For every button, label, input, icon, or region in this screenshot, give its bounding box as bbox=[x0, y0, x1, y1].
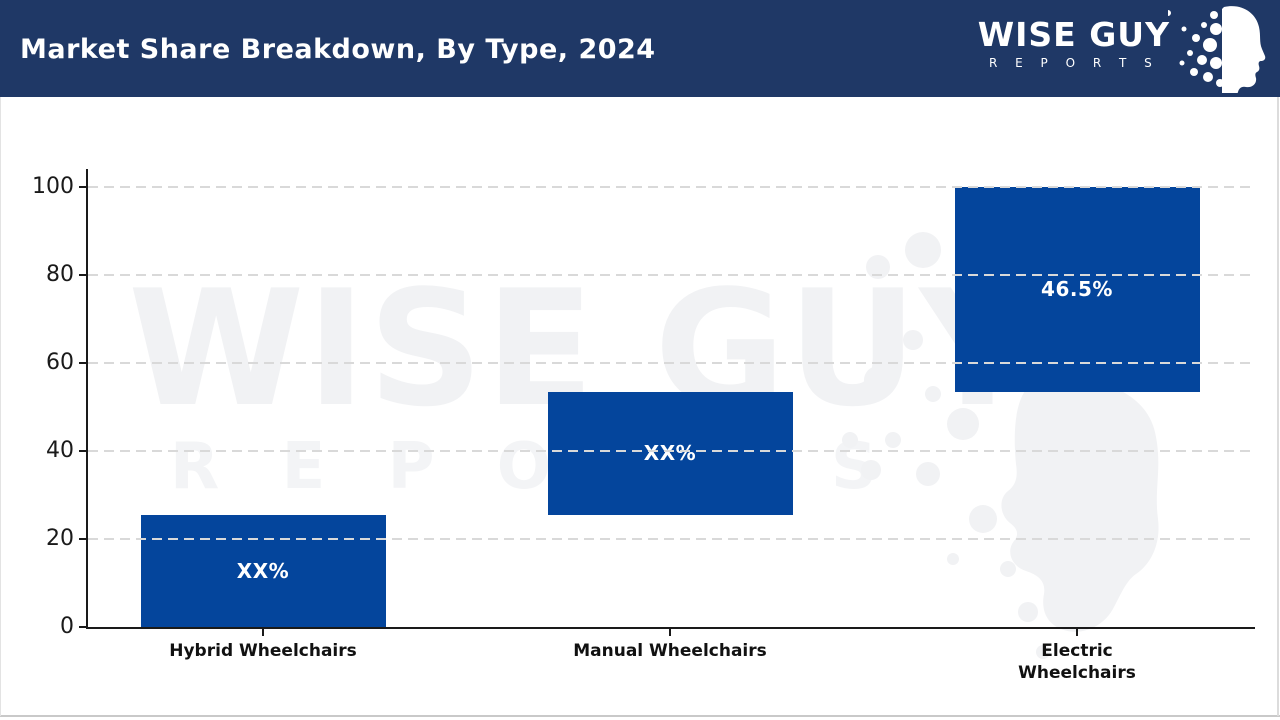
gridline-40 bbox=[88, 450, 1255, 452]
bar-hybrid-wheelchairs: XX% bbox=[140, 514, 386, 627]
bar-value-label-manual-wheelchairs: XX% bbox=[643, 441, 697, 466]
y-tick-mark-80 bbox=[79, 274, 86, 276]
gridline-20 bbox=[88, 538, 1255, 540]
page-right-border bbox=[1277, 97, 1279, 716]
y-tick-mark-40 bbox=[79, 450, 86, 452]
y-tick-label-80: 80 bbox=[46, 262, 74, 287]
y-tick-mark-60 bbox=[79, 362, 86, 364]
gridline-100 bbox=[88, 186, 1255, 188]
y-tick-mark-0 bbox=[79, 626, 86, 628]
page-left-border bbox=[0, 97, 1, 716]
chart-title: Market Share Breakdown, By Type, 2024 bbox=[20, 34, 656, 65]
x-category-label-electric-wheelchairs: Electric Wheelchairs bbox=[1018, 641, 1136, 684]
logo-face-icon bbox=[1168, 6, 1266, 93]
logo-name: WISE GUY bbox=[977, 15, 1170, 54]
x-axis-line bbox=[86, 627, 1255, 629]
y-tick-label-20: 20 bbox=[46, 526, 74, 551]
gridline-80 bbox=[88, 274, 1255, 276]
x-category-label-hybrid-wheelchairs: Hybrid Wheelchairs bbox=[169, 641, 357, 661]
x-tick-mark-hybrid-wheelchairs bbox=[262, 629, 264, 636]
y-tick-mark-20 bbox=[79, 538, 86, 540]
bar-value-label-hybrid-wheelchairs: XX% bbox=[236, 558, 290, 583]
x-category-label-manual-wheelchairs: Manual Wheelchairs bbox=[573, 641, 767, 661]
y-tick-label-100: 100 bbox=[32, 174, 74, 199]
x-tick-mark-electric-wheelchairs bbox=[1076, 629, 1078, 636]
logo-tagline: R E P O R T S bbox=[988, 55, 1159, 70]
chart-area: WISE GUY R E P O R T S 0 20 40 60 80 100 XX% Hy… bbox=[0, 97, 1280, 720]
y-tick-label-60: 60 bbox=[46, 350, 74, 375]
bar-value-label-electric-wheelchairs: 46.5% bbox=[1041, 277, 1113, 302]
wise-guy-logo: WISE GUY R E P O R T S bbox=[978, 0, 1270, 97]
y-tick-mark-100 bbox=[79, 186, 86, 188]
y-tick-label-40: 40 bbox=[46, 438, 74, 463]
bar-manual-wheelchairs: XX% bbox=[547, 391, 793, 515]
plot: 0 20 40 60 80 100 XX% Hybrid Wheelchairs XX% Manu… bbox=[0, 97, 1280, 720]
bar-electric-wheelchairs: 46.5% bbox=[954, 187, 1200, 392]
page-bottom-border bbox=[0, 715, 1280, 717]
y-axis-line bbox=[86, 169, 88, 629]
header-bar: Market Share Breakdown, By Type, 2024 WI… bbox=[0, 0, 1280, 97]
y-tick-label-0: 0 bbox=[60, 614, 74, 639]
logo-text: WISE GUY R E P O R T S bbox=[977, 15, 1170, 70]
x-tick-mark-manual-wheelchairs bbox=[669, 629, 671, 636]
gridline-60 bbox=[88, 362, 1255, 364]
